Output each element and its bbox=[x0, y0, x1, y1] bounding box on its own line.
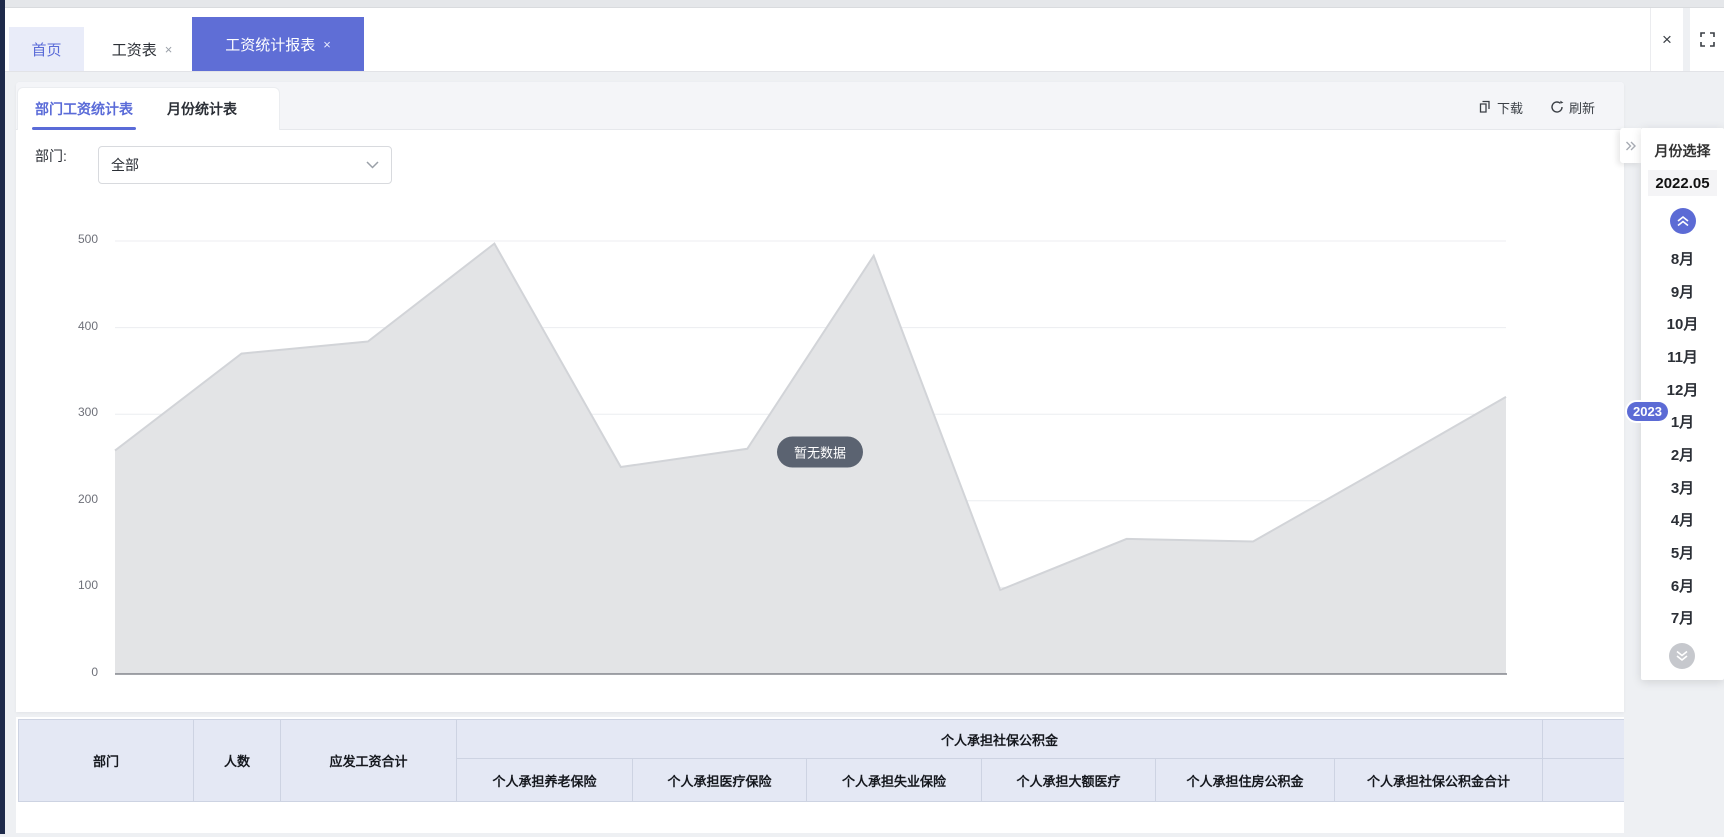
month-item[interactable]: 3月 bbox=[1670, 479, 1695, 497]
chevron-down-icon bbox=[366, 161, 379, 169]
col-gross-total: 应发工资合计 bbox=[281, 720, 457, 802]
col-personal-housing-fund: 个人承担住房公积金 bbox=[1156, 759, 1335, 802]
department-select-value: 全部 bbox=[111, 157, 139, 173]
month-item[interactable]: 12月 bbox=[1666, 381, 1699, 399]
refresh-icon bbox=[1551, 100, 1564, 113]
download-button[interactable]: 下载 bbox=[1478, 96, 1523, 118]
y-axis-label: 100 bbox=[77, 578, 98, 593]
tab-month-stats[interactable]: 月份统计表 bbox=[150, 88, 254, 130]
divider bbox=[1683, 8, 1690, 71]
tab-department-stats[interactable]: 部门工资统计表 bbox=[18, 88, 150, 130]
collapsed-nav-sidebar[interactable] bbox=[0, 0, 5, 834]
tab-salary-label: 工资表 bbox=[111, 41, 157, 59]
close-icon[interactable]: × bbox=[323, 36, 331, 52]
current-month: 2022.05 bbox=[1648, 170, 1717, 196]
top-strip bbox=[0, 0, 1724, 8]
month-item[interactable]: 6月 bbox=[1670, 577, 1695, 595]
y-axis-label: 400 bbox=[77, 318, 98, 333]
month-item[interactable]: 11月 bbox=[1667, 348, 1698, 366]
chevrons-up-icon bbox=[1677, 215, 1688, 227]
col-group-personal: 个人承担社保公积金 bbox=[457, 720, 1543, 759]
tab-salary-sheet[interactable]: 工资表 × bbox=[92, 27, 192, 71]
refresh-button[interactable]: 刷新 bbox=[1550, 96, 1595, 118]
y-axis-label: 300 bbox=[77, 405, 98, 420]
col-company-group: 公司承担 bbox=[1543, 759, 1624, 802]
refresh-label: 刷新 bbox=[1569, 100, 1596, 116]
panel-collapse-button[interactable] bbox=[1620, 128, 1641, 163]
department-filter-label: 部门: bbox=[35, 148, 67, 164]
col-department: 部门 bbox=[19, 720, 194, 802]
no-data-badge: 暂无数据 bbox=[776, 436, 864, 468]
month-list: 8月 9月 10月 11月 12月 1月 2月 3月 4月 5月 6月 7月 bbox=[1641, 242, 1724, 634]
col-group-company-top bbox=[1543, 720, 1624, 759]
col-personal-major-medical: 个人承担大额医疗 bbox=[982, 759, 1156, 802]
y-axis-label: 500 bbox=[77, 232, 98, 246]
month-panel-title: 月份选择 bbox=[1654, 143, 1711, 159]
download-label: 下载 bbox=[1497, 100, 1524, 116]
col-headcount: 人数 bbox=[194, 720, 281, 802]
report-tab-row bbox=[16, 82, 1624, 130]
tab-report-label: 工资统计报表 bbox=[225, 36, 316, 54]
table-header: 部门 人数 应发工资合计 个人承担社保公积金 个人承担养老保险 个人承担医疗保险… bbox=[18, 719, 1624, 802]
report-tabs: 部门工资统计表 月份统计表 bbox=[17, 87, 280, 130]
month-item[interactable]: 10月 bbox=[1666, 316, 1699, 334]
col-personal-total: 个人承担社保公积金合计 bbox=[1335, 759, 1543, 802]
chevrons-down-icon bbox=[1676, 650, 1688, 662]
department-select[interactable]: 全部 bbox=[98, 146, 392, 184]
fullscreen-icon bbox=[1699, 32, 1715, 47]
col-personal-unemployment: 个人承担失业保险 bbox=[807, 759, 982, 802]
month-item[interactable]: 5月 bbox=[1670, 545, 1695, 563]
month-item[interactable]: 2月 bbox=[1670, 446, 1695, 464]
tab-month-stats-label: 月份统计表 bbox=[167, 101, 237, 117]
month-item[interactable]: 9月 bbox=[1670, 283, 1695, 301]
col-personal-pension: 个人承担养老保险 bbox=[457, 759, 633, 802]
tab-home-label: 首页 bbox=[31, 41, 62, 59]
download-icon bbox=[1479, 100, 1490, 113]
scroll-months-down-button[interactable] bbox=[1669, 643, 1695, 669]
year-badge: 2023 bbox=[1627, 402, 1668, 421]
month-item[interactable]: 4月 bbox=[1670, 512, 1695, 530]
month-item[interactable]: 8月 bbox=[1670, 250, 1695, 268]
window-close-button[interactable]: × bbox=[1650, 8, 1683, 71]
summary-table: 部门 人数 应发工资合计 个人承担社保公积金 个人承担养老保险 个人承担医疗保险… bbox=[16, 717, 1624, 833]
close-icon: × bbox=[1662, 29, 1672, 49]
chevrons-right-icon bbox=[1625, 141, 1636, 150]
tab-department-stats-label: 部门工资统计表 bbox=[35, 101, 133, 117]
month-item[interactable]: 7月 bbox=[1670, 610, 1695, 628]
y-axis-label: 0 bbox=[91, 665, 98, 679]
y-axis-label: 200 bbox=[77, 491, 98, 506]
tab-salary-report-active[interactable]: 工资统计报表 × bbox=[192, 17, 364, 71]
tab-home[interactable]: 首页 bbox=[9, 27, 84, 71]
month-item[interactable]: 1月 bbox=[1670, 414, 1695, 432]
close-icon[interactable]: × bbox=[164, 41, 173, 57]
col-personal-medical: 个人承担医疗保险 bbox=[633, 759, 807, 802]
scroll-months-up-button[interactable] bbox=[1669, 208, 1696, 234]
fullscreen-button[interactable] bbox=[1690, 8, 1724, 71]
